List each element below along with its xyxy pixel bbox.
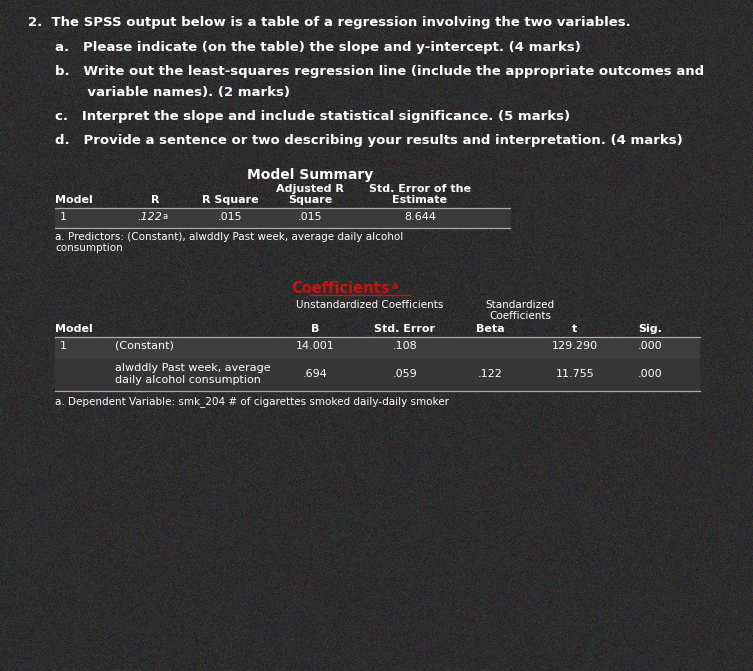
Bar: [55, 208, 510, 228]
Text: Standardized: Standardized: [486, 300, 554, 310]
Text: Coefficients: Coefficients: [291, 281, 390, 296]
Text: a. Dependent Variable: smk_204 # of cigarettes smoked daily-daily smoker: a. Dependent Variable: smk_204 # of ciga…: [55, 396, 449, 407]
Text: .122: .122: [138, 212, 163, 222]
Text: 1: 1: [60, 341, 67, 351]
Text: 129.290: 129.290: [552, 341, 598, 351]
Text: Beta: Beta: [476, 324, 505, 334]
Text: Sig.: Sig.: [638, 324, 662, 334]
Text: .108: .108: [392, 341, 417, 351]
Text: 2.  The SPSS output below is a table of a regression involving the two variables: 2. The SPSS output below is a table of a…: [28, 16, 631, 29]
Text: Std. Error of the: Std. Error of the: [369, 184, 471, 194]
Text: 1: 1: [60, 212, 67, 222]
Text: Square: Square: [288, 195, 332, 205]
Text: consumption: consumption: [55, 243, 123, 253]
Text: a: a: [163, 212, 168, 221]
Bar: [55, 337, 700, 359]
Text: R: R: [151, 195, 159, 205]
Text: B: B: [311, 324, 319, 334]
Text: b.   Write out the least-squares regression line (include the appropriate outcom: b. Write out the least-squares regressio…: [55, 65, 704, 78]
Text: Coefficients: Coefficients: [489, 311, 551, 321]
Text: d.   Provide a sentence or two describing your results and interpretation. (4 ma: d. Provide a sentence or two describing …: [55, 134, 683, 147]
Text: .000: .000: [638, 369, 663, 379]
Text: a: a: [392, 281, 398, 291]
Text: a. Predictors: (Constant), alwddly Past week, average daily alcohol: a. Predictors: (Constant), alwddly Past …: [55, 232, 404, 242]
Text: Model: Model: [55, 195, 93, 205]
Text: Adjusted R: Adjusted R: [276, 184, 344, 194]
Text: (Constant): (Constant): [115, 341, 174, 351]
Text: alwddly Past week, average: alwddly Past week, average: [115, 363, 270, 373]
Text: .059: .059: [392, 369, 417, 379]
Text: Model Summary: Model Summary: [247, 168, 373, 182]
Text: Estimate: Estimate: [392, 195, 447, 205]
Text: R Square: R Square: [202, 195, 258, 205]
Text: Std. Error: Std. Error: [374, 324, 435, 334]
Text: variable names). (2 marks): variable names). (2 marks): [55, 86, 290, 99]
Text: t: t: [572, 324, 578, 334]
Text: daily alcohol consumption: daily alcohol consumption: [115, 375, 261, 385]
Text: 14.001: 14.001: [296, 341, 334, 351]
Text: .694: .694: [303, 369, 328, 379]
Text: 11.755: 11.755: [556, 369, 594, 379]
Text: .122: .122: [477, 369, 502, 379]
Text: .015: .015: [218, 212, 242, 222]
Text: a.   Please indicate (on the table) the slope and y-intercept. (4 marks): a. Please indicate (on the table) the sl…: [55, 41, 581, 54]
Text: Model: Model: [55, 324, 93, 334]
Text: .015: .015: [297, 212, 322, 222]
Text: Unstandardized Coefficients: Unstandardized Coefficients: [297, 300, 444, 310]
Bar: [55, 359, 700, 391]
Text: 8.644: 8.644: [404, 212, 436, 222]
Text: c.   Interpret the slope and include statistical significance. (5 marks): c. Interpret the slope and include stati…: [55, 110, 570, 123]
Text: .000: .000: [638, 341, 663, 351]
